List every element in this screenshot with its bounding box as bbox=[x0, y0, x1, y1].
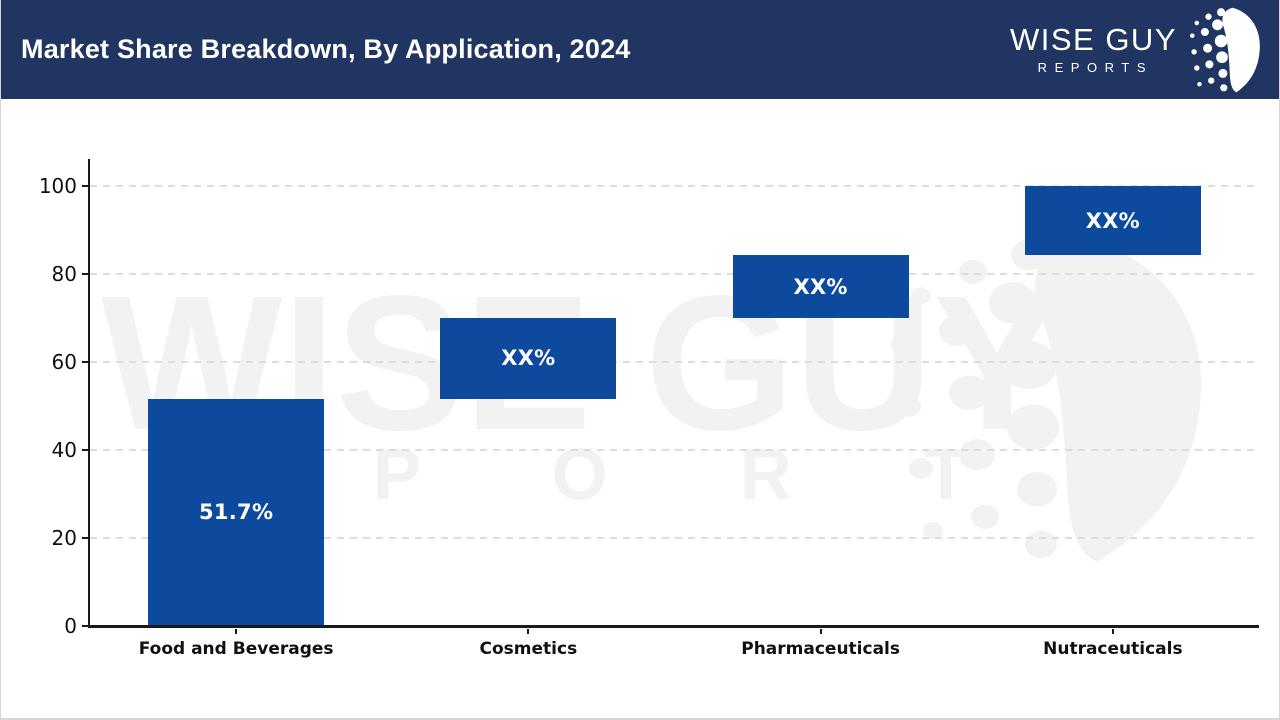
y-axis-tick-label: 60 bbox=[51, 350, 77, 374]
y-axis-line bbox=[88, 159, 90, 628]
x-axis-tick bbox=[235, 629, 238, 634]
bar-value-label: XX% bbox=[1085, 208, 1141, 233]
y-axis-tick bbox=[82, 361, 90, 363]
chart-canvas: WISE GUY P O R T S 0 20 40 60 80 100 51.7% Food… bbox=[1, 99, 1279, 718]
brand-subtitle: REPORTS bbox=[1037, 60, 1154, 75]
y-axis-tick bbox=[82, 185, 90, 187]
dotted-head-profile-icon bbox=[1190, 7, 1260, 92]
gridline bbox=[90, 185, 1259, 187]
brand-logo-text: WISE GUY REPORTS bbox=[1010, 24, 1177, 75]
gridline bbox=[90, 273, 1259, 275]
bar-pharmaceuticals: XX% bbox=[732, 255, 909, 318]
x-axis-category-label: Nutraceuticals bbox=[1043, 639, 1183, 659]
x-axis-category-label: Food and Beverages bbox=[138, 639, 334, 659]
y-axis-tick-label: 40 bbox=[51, 438, 77, 462]
y-axis-tick bbox=[82, 625, 90, 627]
bar-value-label: 51.7% bbox=[198, 500, 274, 525]
bar-nutraceuticals: XX% bbox=[1024, 186, 1201, 256]
bar-food-and-beverages: 51.7% bbox=[148, 398, 325, 626]
brand-name: WISE GUY bbox=[1009, 22, 1177, 57]
x-axis-tick bbox=[819, 629, 822, 634]
gridline bbox=[90, 537, 1259, 539]
header-bar: Market Share Breakdown, By Application, … bbox=[1, 0, 1279, 99]
x-axis-category-label: Pharmaceuticals bbox=[741, 639, 900, 659]
watermark-text-line2: P O R T S bbox=[373, 435, 1204, 515]
y-axis-tick-label: 80 bbox=[51, 262, 77, 286]
y-axis-tick-label: 0 bbox=[64, 614, 77, 638]
bar-cosmetics: XX% bbox=[440, 318, 617, 399]
gridline bbox=[90, 449, 1259, 451]
gridline bbox=[90, 361, 1259, 363]
bar-value-label: XX% bbox=[501, 346, 556, 371]
plot-area: 0 20 40 60 80 100 51.7% Food and Beverages XX% Co… bbox=[1, 99, 1279, 718]
bar-value-label: XX% bbox=[793, 274, 848, 299]
page-title: Market Share Breakdown, By Application, … bbox=[21, 34, 631, 64]
x-axis-line bbox=[88, 625, 1259, 628]
y-axis-tick bbox=[82, 537, 90, 539]
y-axis-tick bbox=[82, 273, 90, 275]
y-axis-tick-label: 20 bbox=[51, 526, 77, 550]
x-axis-tick bbox=[527, 629, 530, 634]
y-axis-tick bbox=[82, 449, 90, 451]
y-axis-tick-label: 100 bbox=[38, 174, 77, 198]
x-axis-tick bbox=[1111, 629, 1114, 634]
x-axis-category-label: Cosmetics bbox=[479, 639, 578, 659]
brand-logo: WISE GUY REPORTS bbox=[1010, 5, 1263, 95]
